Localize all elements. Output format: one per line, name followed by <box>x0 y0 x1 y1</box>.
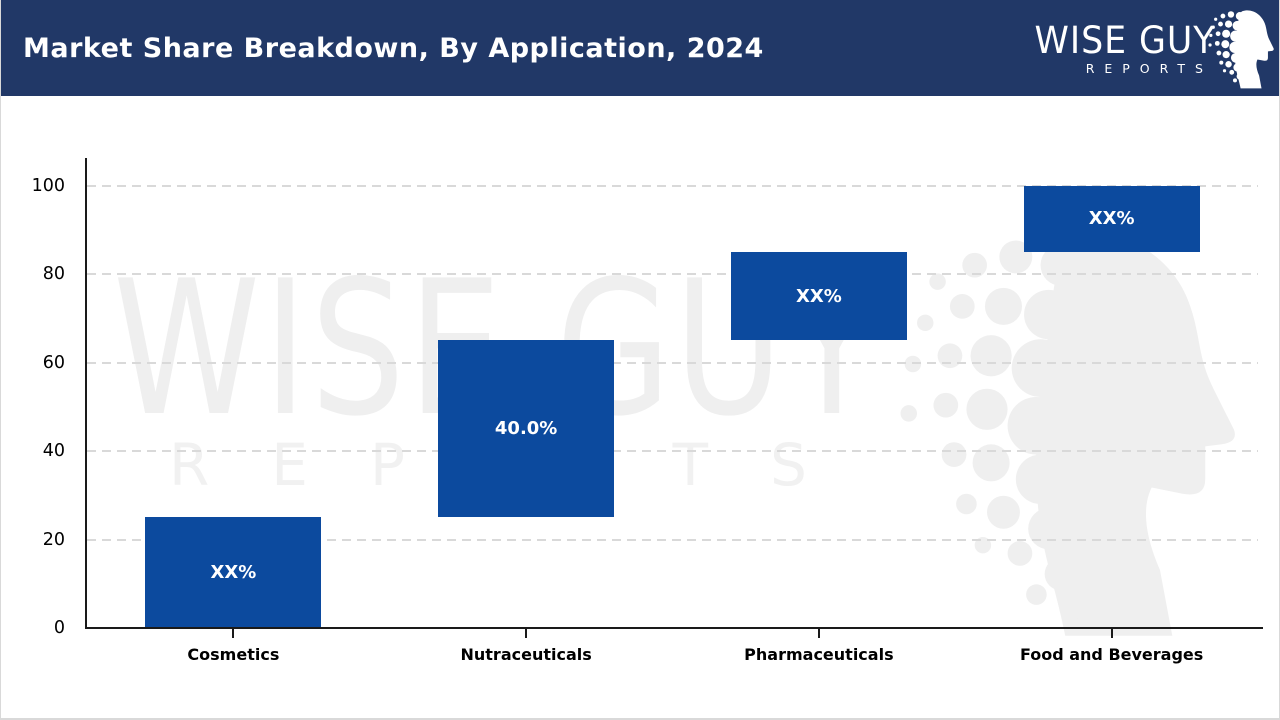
x-tick-nutraceuticals: Nutraceuticals <box>460 645 592 664</box>
chart-body: WISE GUY REPORTS XX%40.0%XX%XX% 02040608… <box>1 96 1279 718</box>
x-tickmark-2 <box>525 629 528 638</box>
y-axis-spine <box>85 158 87 629</box>
y-tick-60: 60 <box>42 352 65 373</box>
x-tick-pharmaceuticals: Pharmaceuticals <box>744 645 894 664</box>
logo-text: WISE GUY REPORTS <box>1023 18 1215 77</box>
bar-value-label: XX% <box>1088 208 1135 230</box>
y-tick-20: 20 <box>42 529 65 550</box>
y-tick-0: 0 <box>53 618 65 638</box>
x-tick-cosmetics: Cosmetics <box>187 645 280 664</box>
gridline-100 <box>87 184 1258 187</box>
bar-food-and-beverages: XX% <box>1023 185 1200 253</box>
bar-value-label: 40.0% <box>494 418 558 440</box>
logo-subtitle: REPORTS <box>1085 61 1213 77</box>
x-axis-spine <box>85 627 1263 629</box>
bar-nutraceuticals: 40.0% <box>438 340 615 518</box>
gridline-20 <box>87 538 1258 541</box>
gridline-80 <box>87 273 1258 276</box>
x-tick-food-and-beverages: Food and Beverages <box>1019 645 1204 664</box>
x-tick-labels: Cosmetics Nutraceuticals Pharmaceuticals Fo… <box>87 629 1258 689</box>
gridline-60 <box>87 361 1258 364</box>
bar-value-label: XX% <box>210 562 257 584</box>
chart-title: Market Share Breakdown, By Application, … <box>23 32 764 64</box>
x-tickmark-3 <box>817 629 820 638</box>
gridline-40 <box>87 450 1258 453</box>
y-tick-100: 100 <box>31 175 65 196</box>
logo-wordmark: WISE GUY <box>1034 18 1215 62</box>
bar-value-label: XX% <box>795 285 842 307</box>
bar-cosmetics: XX% <box>145 517 322 628</box>
wiseguy-logo: WISE GUY REPORTS <box>1023 8 1277 90</box>
plot-area: XX% 40.0% XX% XX% <box>87 160 1258 628</box>
bar-pharmaceuticals: XX% <box>730 252 907 341</box>
header-bar: Market Share Breakdown, By Application, … <box>1 0 1279 96</box>
x-tickmark-4 <box>1110 629 1113 638</box>
y-tick-labels: 0 20 40 60 80 100 <box>1 160 75 638</box>
y-tick-80: 80 <box>42 264 65 285</box>
x-tickmark-1 <box>232 629 235 638</box>
y-tick-40: 40 <box>42 441 65 462</box>
